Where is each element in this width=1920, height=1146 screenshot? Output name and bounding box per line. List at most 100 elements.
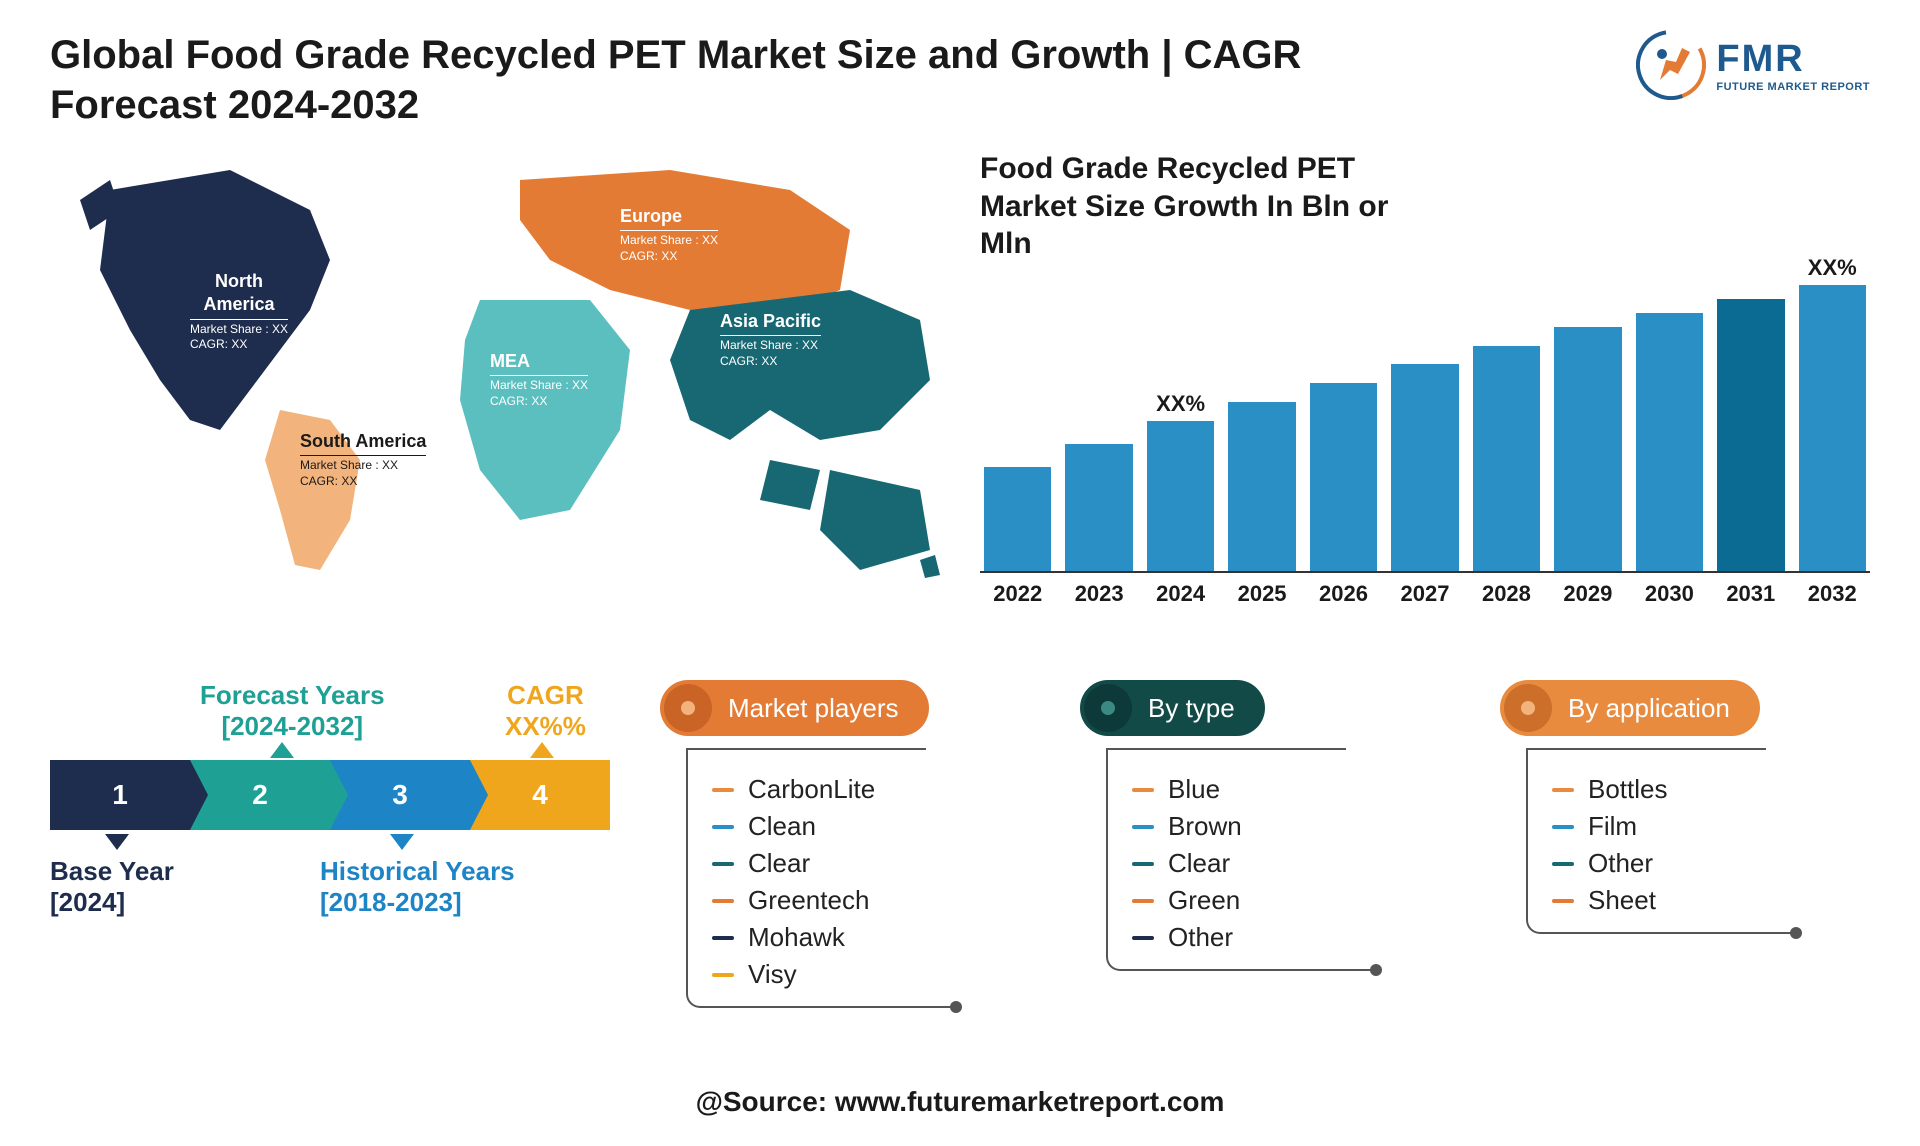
list-item: Clear [1132,848,1376,879]
list-item-text: Mohawk [748,922,845,953]
list-item: Brown [1132,811,1376,842]
tick-icon [1552,899,1574,903]
step-3: 3 [330,760,470,830]
list-item-text: CarbonLite [748,774,875,805]
list-item-text: Other [1588,848,1653,879]
bar-column: 2024XX% [1147,421,1214,571]
page-title: Global Food Grade Recycled PET Market Si… [50,30,1450,130]
step-2: 2 [190,760,330,830]
tick-icon [712,862,734,866]
list-item-text: Film [1588,811,1637,842]
list-item-text: Bottles [1588,774,1668,805]
logo-text-sub: FUTURE MARKET REPORT [1716,81,1870,93]
list-item: CarbonLite [712,774,956,805]
bar [1147,421,1214,571]
pill-market-players: Market players [660,680,929,736]
arrow-up-icon [530,742,554,758]
tick-icon [712,788,734,792]
list-item: Film [1552,811,1796,842]
tick-icon [1552,825,1574,829]
bar [1310,383,1377,571]
historical-label: Historical Years[2018-2023] [320,856,515,918]
tick-icon [712,825,734,829]
arrow-down-icon [390,834,414,850]
tick-icon [1132,788,1154,792]
bar [1228,402,1295,571]
bar-column: 2032XX% [1799,285,1866,571]
market-players-section: Market players CarbonLite Clean Clear Green… [660,680,1030,1008]
bar [1473,346,1540,571]
base-year-label: Base Year[2024] [50,856,174,918]
bar [1636,313,1703,571]
bar-year-label: 2027 [1401,581,1450,607]
by-type-section: By type Blue Brown Clear Green Other [1080,680,1450,1008]
bar-year-label: 2023 [1075,581,1124,607]
tick-icon [712,899,734,903]
bar-column: 2027 [1391,364,1458,570]
fmr-logo-icon [1636,30,1706,100]
list-item-text: Clear [1168,848,1230,879]
tick-icon [1552,788,1574,792]
list-item-text: Sheet [1588,885,1656,916]
list-item: Bottles [1552,774,1796,805]
bar-year-label: 2024 [1156,581,1205,607]
chart-title: Food Grade Recycled PET Market Size Grow… [980,150,1420,263]
tick-icon [1132,825,1154,829]
list-item: Greentech [712,885,956,916]
bar-year-label: 2026 [1319,581,1368,607]
world-map: North America Market Share : XX CAGR: XX… [50,150,950,580]
bar-column: 2031 [1717,299,1784,571]
bar [1065,444,1132,571]
arrow-down-icon [105,834,129,850]
pill-label: Market players [728,693,899,724]
pill-label: By type [1148,693,1235,724]
bar-column: 2030 [1636,313,1703,571]
bar-year-label: 2025 [1238,581,1287,607]
bar [984,467,1051,570]
header: Global Food Grade Recycled PET Market Si… [50,30,1870,130]
list-item: Blue [1132,774,1376,805]
bar-year-label: 2028 [1482,581,1531,607]
bar-year-label: 2032 [1808,581,1857,607]
bar-column: 2028 [1473,346,1540,571]
timeline-strip: 1 2 3 4 [50,760,610,830]
step-4: 4 [470,760,610,830]
tick-icon [1552,862,1574,866]
list-item-text: Other [1168,922,1233,953]
region-mea: MEA Market Share : XX CAGR: XX [490,350,588,410]
bar-annotation: XX% [1808,255,1857,281]
bar-year-label: 2029 [1563,581,1612,607]
list-item: Other [1552,848,1796,879]
pill-by-application: By application [1500,680,1760,736]
list-item-text: Clear [748,848,810,879]
arrow-up-icon [270,742,294,758]
brand-logo: FMR FUTURE MARKET REPORT [1636,30,1870,100]
bar-column: 2023 [1065,444,1132,571]
list-item: Clean [712,811,956,842]
pill-by-type: By type [1080,680,1265,736]
cagr-label: CAGRXX%% [505,680,586,742]
list-item: Green [1132,885,1376,916]
step-1: 1 [50,760,190,830]
region-asia-pacific: Asia Pacific Market Share : XX CAGR: XX [720,310,821,370]
list-item-text: Visy [748,959,797,990]
list-item-text: Clean [748,811,816,842]
bar-year-label: 2030 [1645,581,1694,607]
bar [1554,327,1621,571]
tick-icon [1132,862,1154,866]
tick-icon [1132,936,1154,940]
forecast-label: Forecast Years[2024-2032] [200,680,385,742]
region-north-america: North America Market Share : XX CAGR: XX [190,270,288,353]
list-item: Mohawk [712,922,956,953]
by-application-section: By application Bottles Film Other Sheet [1500,680,1870,1008]
list-item-text: Greentech [748,885,869,916]
bar [1391,364,1458,570]
list-item-text: Blue [1168,774,1220,805]
list-item: Other [1132,922,1376,953]
tick-icon [1132,899,1154,903]
list-item-text: Brown [1168,811,1242,842]
bar-chart: Food Grade Recycled PET Market Size Grow… [980,150,1870,580]
list-item: Sheet [1552,885,1796,916]
bar [1717,299,1784,571]
region-europe: Europe Market Share : XX CAGR: XX [620,205,718,265]
